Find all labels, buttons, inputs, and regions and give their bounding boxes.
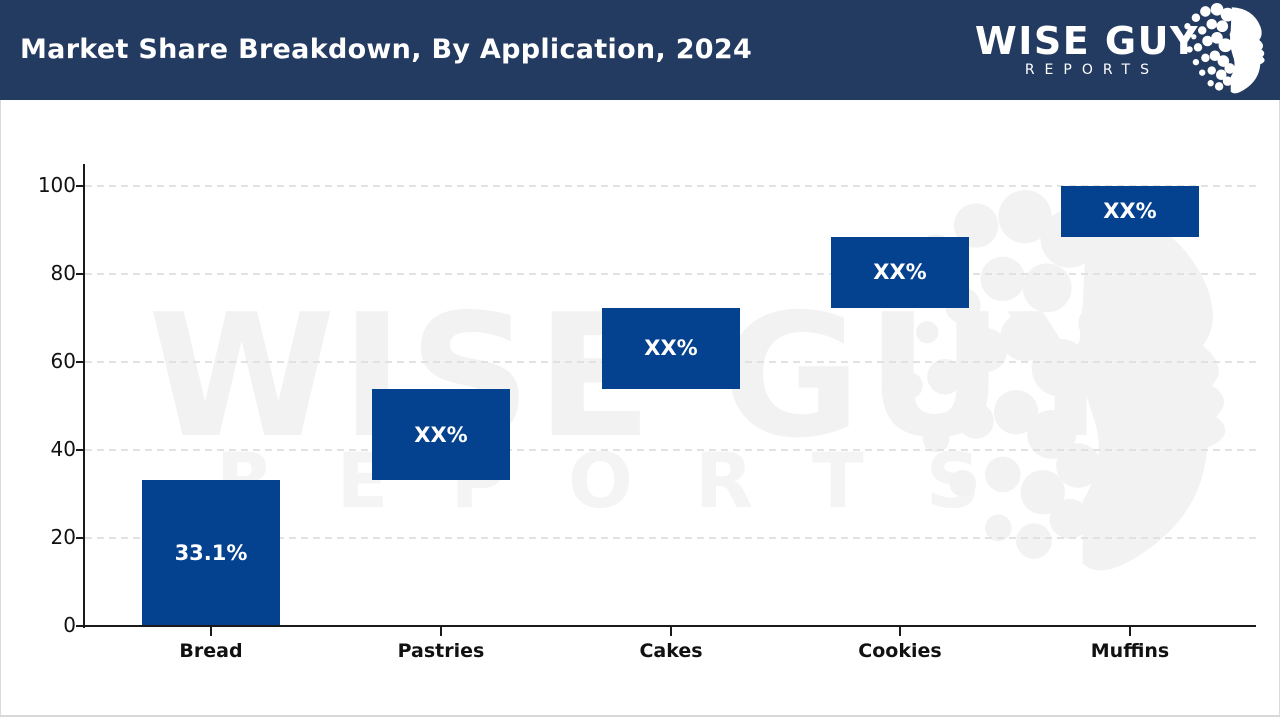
bar-value-label-bread: 33.1%: [174, 541, 248, 566]
x-axis-line: [83, 625, 1256, 627]
bar-value-label-cakes: XX%: [644, 336, 698, 361]
y-tick-20: [76, 537, 85, 539]
y-tick-label-60: 60: [50, 349, 76, 373]
header-bar: Market Share Breakdown, By Application, …: [0, 0, 1280, 100]
y-tick-label-40: 40: [50, 437, 76, 461]
x-tick-cakes: [670, 627, 672, 636]
gridline-80: [85, 273, 1256, 275]
bottom-divider: [0, 715, 1280, 717]
y-axis-line: [83, 164, 85, 628]
bar-value-label-pastries: XX%: [414, 422, 468, 447]
category-label-bread: Bread: [179, 640, 243, 662]
page-title: Market Share Breakdown, By Application, …: [20, 34, 753, 65]
y-tick-label-20: 20: [50, 525, 76, 549]
bar-cookies: XX%: [831, 236, 969, 308]
bar-muffins: XX%: [1061, 186, 1199, 237]
wiseguy-logo: WISE GUY REPORTS: [975, 2, 1274, 98]
category-label-muffins: Muffins: [1090, 640, 1170, 662]
gridline-40: [85, 449, 1256, 451]
wiseguy-head-logo-icon: [1184, 2, 1265, 93]
y-tick-100: [76, 185, 85, 187]
category-label-cookies: Cookies: [858, 640, 942, 662]
wiseguy-logo-line2: REPORTS: [1024, 62, 1159, 79]
bar-pastries: XX%: [372, 388, 510, 481]
y-tick-80: [76, 273, 85, 275]
wiseguy-logo-line1: WISE GUY: [974, 18, 1199, 63]
bar-value-label-muffins: XX%: [1103, 199, 1157, 224]
x-tick-bread: [210, 627, 212, 636]
bar-value-label-cookies: XX%: [873, 260, 927, 285]
category-label-pastries: Pastries: [397, 640, 485, 662]
x-tick-muffins: [1129, 627, 1131, 636]
y-tick-0: [76, 625, 85, 627]
wiseguy-logo-text: WISE GUY REPORTS: [974, 18, 1199, 79]
y-tick-60: [76, 361, 85, 363]
y-tick-40: [76, 449, 85, 451]
bar-cakes: XX%: [602, 307, 740, 389]
gridline-20: [85, 537, 1256, 539]
category-label-cakes: Cakes: [639, 640, 703, 662]
gridline-100: [85, 185, 1256, 187]
x-tick-pastries: [440, 627, 442, 636]
y-tick-label-80: 80: [50, 261, 76, 285]
y-tick-label-100: 100: [37, 173, 76, 197]
bar-bread: 33.1%: [142, 480, 280, 626]
x-tick-cookies: [899, 627, 901, 636]
y-tick-label-0: 0: [63, 613, 76, 637]
